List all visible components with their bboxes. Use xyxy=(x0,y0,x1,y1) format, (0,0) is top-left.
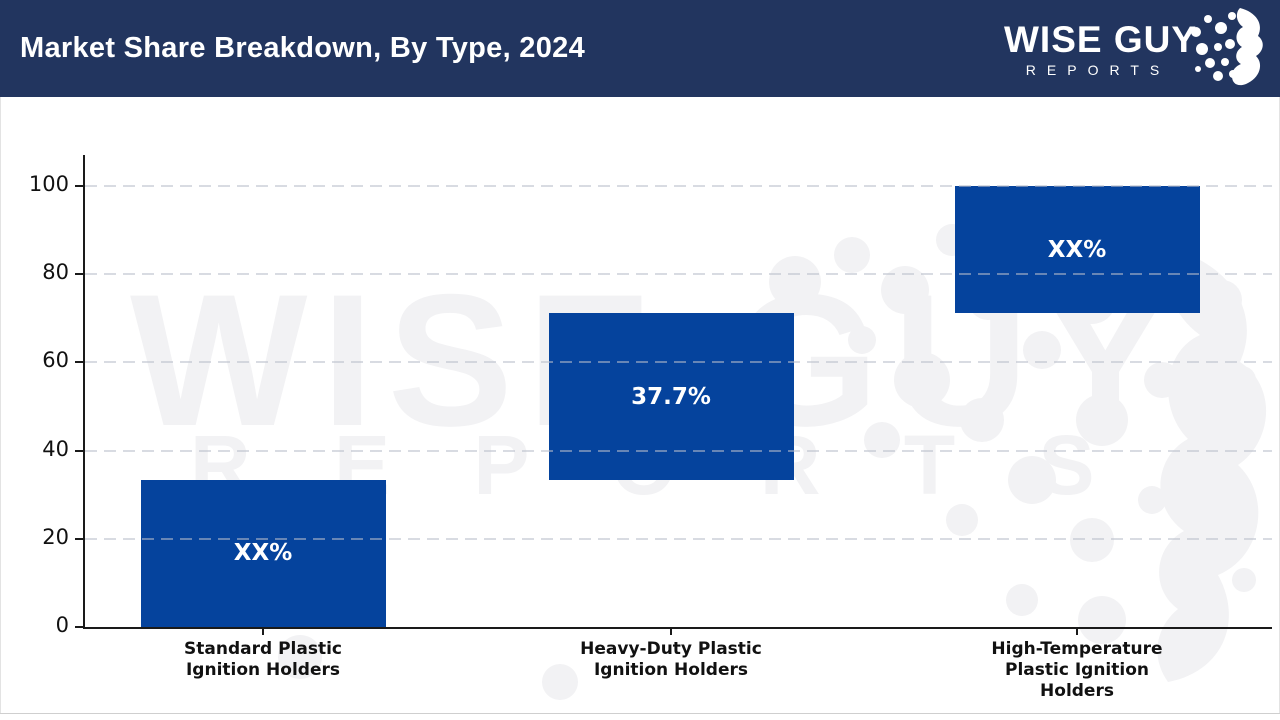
y-axis-line xyxy=(83,155,85,628)
logo-text: WISE GUY REPORTS xyxy=(1004,19,1198,79)
bar-segment: XX% xyxy=(954,186,1200,314)
logo-wiseguy-label: WISE GUY xyxy=(1004,19,1198,60)
y-tick-label: 80 xyxy=(42,260,69,285)
x-axis-line xyxy=(83,627,1272,629)
y-tick-mark xyxy=(75,449,83,452)
x-tick-mark xyxy=(670,629,672,635)
y-tick-label: 40 xyxy=(42,436,69,461)
header-bar: Market Share Breakdown, By Type, 2024 WI… xyxy=(0,0,1280,97)
category-label: Standard Plastic Ignition Holders xyxy=(184,639,342,680)
x-tick-mark xyxy=(262,629,264,635)
bar-value-label: XX% xyxy=(1047,236,1107,263)
gridline xyxy=(85,361,1272,364)
chart-title: Market Share Breakdown, By Type, 2024 xyxy=(20,32,586,64)
x-tick-mark xyxy=(1076,629,1078,635)
category-label: High-Temperature Plastic Ignition Holder… xyxy=(991,639,1163,701)
category-label: Heavy-Duty Plastic Ignition Holders xyxy=(580,639,762,680)
wise-guy-reports-logo: WISE GUY REPORTS xyxy=(1004,6,1266,92)
bar-value-label: XX% xyxy=(233,540,293,567)
logo-reports-label: REPORTS xyxy=(1025,62,1171,78)
gridline xyxy=(85,273,1272,276)
gridline xyxy=(85,449,1272,452)
y-tick-label: 0 xyxy=(55,613,69,637)
logo-face-icon xyxy=(1191,8,1263,86)
y-tick-label: 20 xyxy=(42,524,69,549)
gridline xyxy=(85,537,1272,540)
y-tick-mark xyxy=(75,273,83,276)
y-tick-mark xyxy=(75,626,83,628)
y-tick-label: 60 xyxy=(42,348,69,373)
y-tick-mark xyxy=(75,185,83,187)
y-tick-label: 100 xyxy=(28,172,69,196)
y-tick-mark xyxy=(75,537,83,540)
y-tick-mark xyxy=(75,361,83,364)
gridline xyxy=(85,185,1272,187)
bar-value-label: 37.7% xyxy=(631,383,711,410)
bar-segment: 37.7% xyxy=(548,313,794,480)
bar-segment: XX% xyxy=(140,479,386,627)
